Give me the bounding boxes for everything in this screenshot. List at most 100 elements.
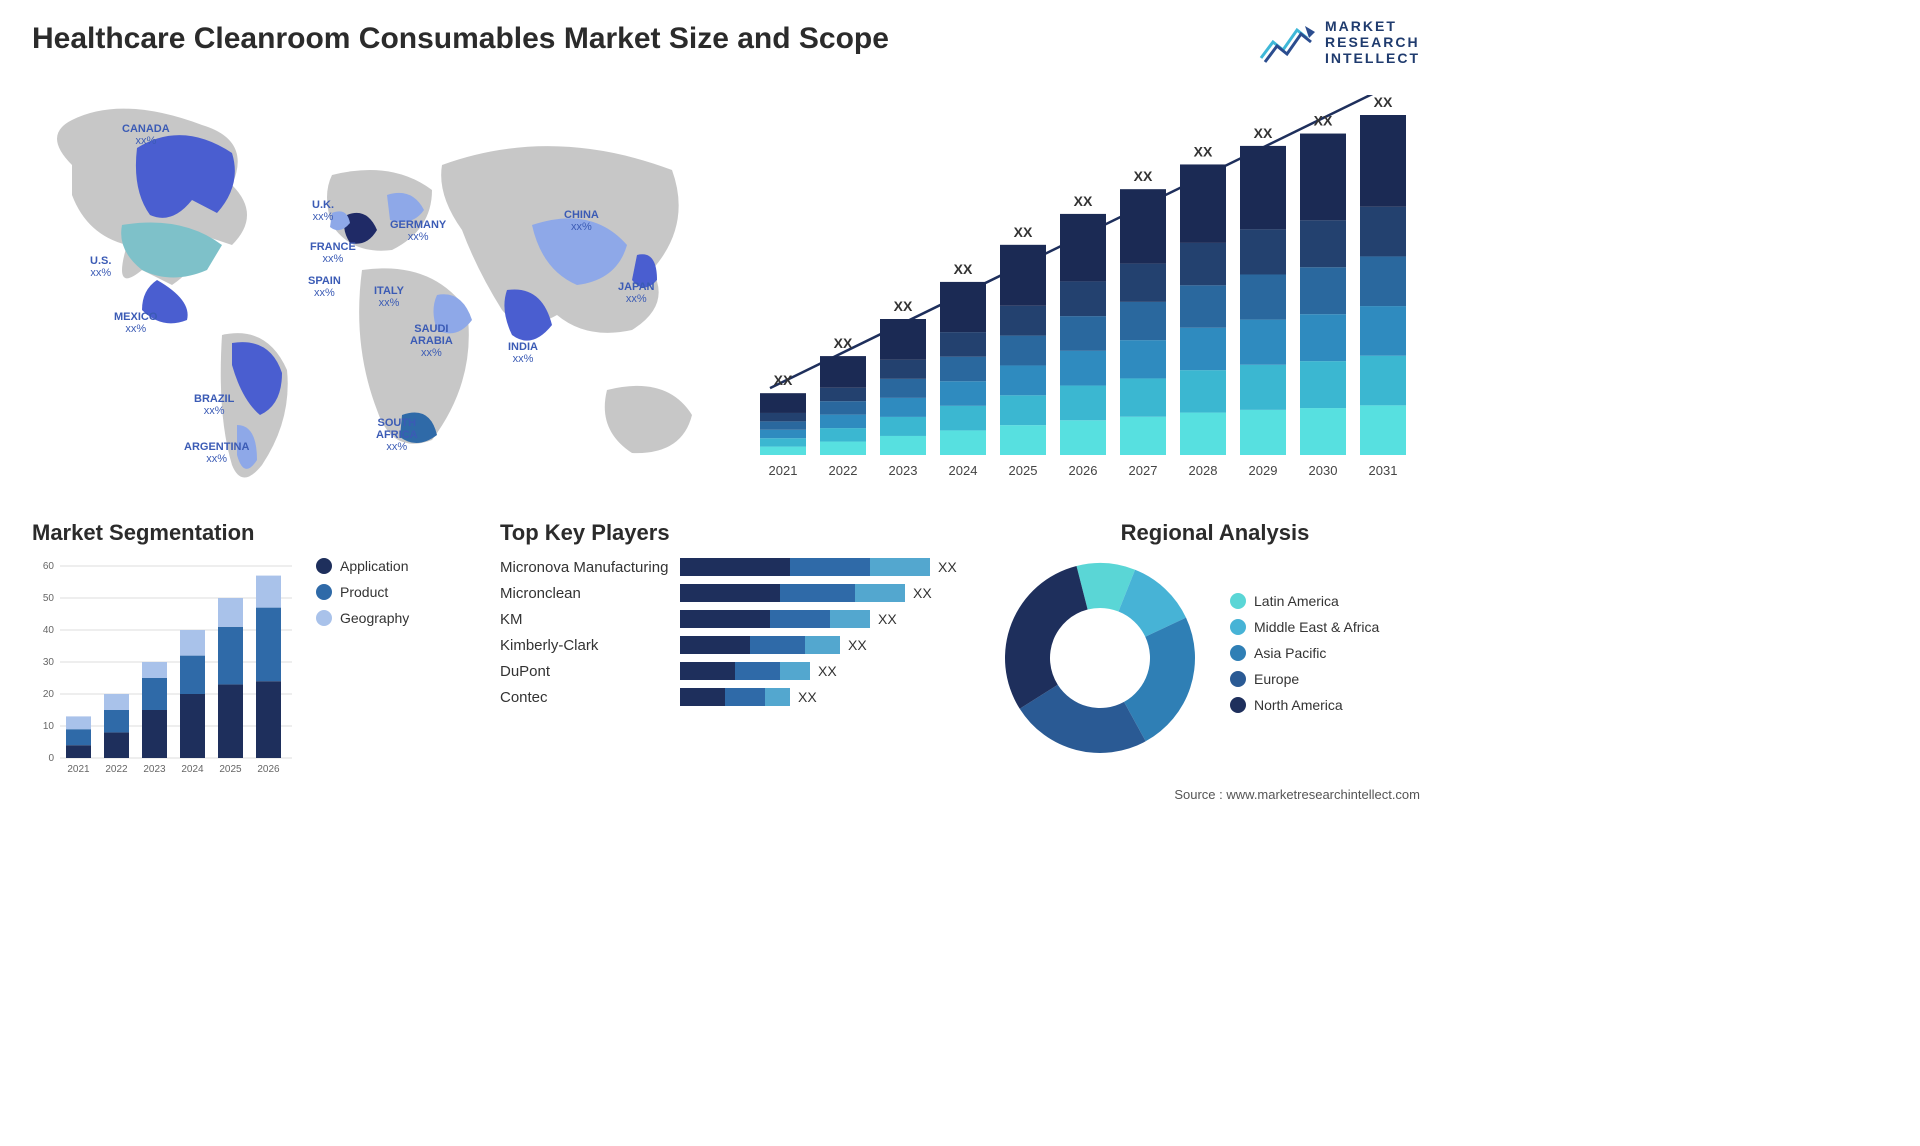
player-value: XX (878, 611, 897, 627)
legend-item: Application (316, 558, 409, 574)
player-row: KM XX (500, 610, 960, 628)
legend-label: Europe (1254, 671, 1299, 687)
logo-text: MARKET RESEARCH INTELLECT (1325, 18, 1420, 66)
regional-legend: Latin America Middle East & Africa Asia Pa… (1230, 593, 1379, 723)
logo-mark-icon (1259, 20, 1315, 64)
logo-line-2: RESEARCH (1325, 34, 1420, 50)
player-bar (680, 558, 930, 576)
player-bar (680, 662, 810, 680)
legend-label: Middle East & Africa (1254, 619, 1379, 635)
legend-swatch (316, 558, 332, 574)
players-title: Top Key Players (500, 520, 960, 546)
player-value: XX (938, 559, 957, 575)
player-name: KM (500, 611, 680, 628)
svg-text:XX: XX (1134, 168, 1153, 184)
svg-text:2024: 2024 (181, 764, 204, 775)
svg-text:2031: 2031 (1369, 463, 1398, 478)
player-bar (680, 584, 905, 602)
svg-text:40: 40 (43, 625, 55, 636)
legend-label: Product (340, 584, 388, 600)
svg-text:XX: XX (774, 372, 793, 388)
legend-item: Latin America (1230, 593, 1379, 609)
svg-text:XX: XX (1374, 95, 1393, 110)
player-row: DuPont XX (500, 662, 960, 680)
players-list: Micronova ManufacturingXXMicroncleanXXKM… (500, 558, 960, 706)
svg-text:2021: 2021 (769, 463, 798, 478)
player-value: XX (913, 585, 932, 601)
map-label: ITALYxx% (374, 285, 404, 309)
world-map: CANADAxx%U.S.xx%MEXICOxx%BRAZILxx%ARGENT… (32, 95, 712, 495)
map-label: SOUTHAFRICAxx% (376, 417, 418, 453)
svg-text:50: 50 (43, 593, 55, 604)
svg-text:2027: 2027 (1129, 463, 1158, 478)
svg-text:XX: XX (894, 298, 913, 314)
player-row: Contec XX (500, 688, 960, 706)
svg-text:20: 20 (43, 689, 55, 700)
player-bar (680, 636, 840, 654)
legend-swatch (1230, 671, 1246, 687)
map-label: U.K.xx% (312, 199, 334, 223)
legend-swatch (316, 584, 332, 600)
svg-text:XX: XX (954, 261, 973, 277)
svg-text:XX: XX (1194, 143, 1213, 159)
svg-text:XX: XX (1074, 193, 1093, 209)
player-name: DuPont (500, 663, 680, 680)
svg-text:2026: 2026 (1069, 463, 1098, 478)
legend-item: Geography (316, 610, 409, 626)
legend-label: Geography (340, 610, 409, 626)
player-bar (680, 610, 870, 628)
svg-text:2025: 2025 (219, 764, 242, 775)
svg-text:2023: 2023 (143, 764, 166, 775)
player-value: XX (848, 637, 867, 653)
map-label: JAPANxx% (618, 281, 654, 305)
svg-text:XX: XX (1014, 224, 1033, 240)
svg-text:2023: 2023 (889, 463, 918, 478)
svg-text:2025: 2025 (1009, 463, 1038, 478)
svg-text:XX: XX (1254, 125, 1273, 141)
player-name: Contec (500, 689, 680, 706)
legend-item: North America (1230, 697, 1379, 713)
svg-text:2021: 2021 (67, 764, 90, 775)
growth-chart-svg: XX2021XX2022XX2023XX2024XX2025XX2026XX20… (740, 95, 1420, 495)
svg-text:2030: 2030 (1309, 463, 1338, 478)
svg-text:2028: 2028 (1189, 463, 1218, 478)
legend-label: Asia Pacific (1254, 645, 1326, 661)
player-bar (680, 688, 790, 706)
map-label: ARGENTINAxx% (184, 441, 249, 465)
player-value: XX (798, 689, 817, 705)
player-name: Kimberly-Clark (500, 637, 680, 654)
player-value: XX (818, 663, 837, 679)
svg-text:XX: XX (1314, 113, 1333, 129)
player-row: Micronclean XX (500, 584, 960, 602)
map-label: GERMANYxx% (390, 219, 446, 243)
segmentation-panel: Market Segmentation 01020304050602021202… (32, 520, 452, 778)
map-label: SAUDIARABIAxx% (410, 323, 453, 359)
svg-text:XX: XX (834, 335, 853, 351)
player-row: Kimberly-Clark XX (500, 636, 960, 654)
player-row: Micronova ManufacturingXX (500, 558, 960, 576)
segmentation-chart: 0102030405060202120222023202420252026 (32, 558, 292, 778)
logo-line-1: MARKET (1325, 18, 1420, 34)
map-label: MEXICOxx% (114, 311, 157, 335)
svg-text:30: 30 (43, 657, 55, 668)
svg-text:2029: 2029 (1249, 463, 1278, 478)
regional-title: Regional Analysis (1000, 520, 1430, 546)
player-name: Micronclean (500, 585, 680, 602)
legend-swatch (1230, 697, 1246, 713)
legend-item: Product (316, 584, 409, 600)
legend-item: Middle East & Africa (1230, 619, 1379, 635)
segmentation-legend: Application Product Geography (316, 558, 409, 636)
world-map-svg (32, 95, 712, 495)
legend-swatch (316, 610, 332, 626)
map-label: SPAINxx% (308, 275, 341, 299)
segmentation-title: Market Segmentation (32, 520, 452, 546)
legend-label: Application (340, 558, 409, 574)
map-label: FRANCExx% (310, 241, 356, 265)
svg-text:2022: 2022 (105, 764, 128, 775)
growth-chart: XX2021XX2022XX2023XX2024XX2025XX2026XX20… (740, 95, 1420, 495)
source-text: Source : www.marketresearchintellect.com (1174, 787, 1420, 802)
logo-line-3: INTELLECT (1325, 50, 1420, 66)
map-label: CANADAxx% (122, 123, 170, 147)
legend-item: Europe (1230, 671, 1379, 687)
page-title: Healthcare Cleanroom Consumables Market … (32, 22, 889, 56)
